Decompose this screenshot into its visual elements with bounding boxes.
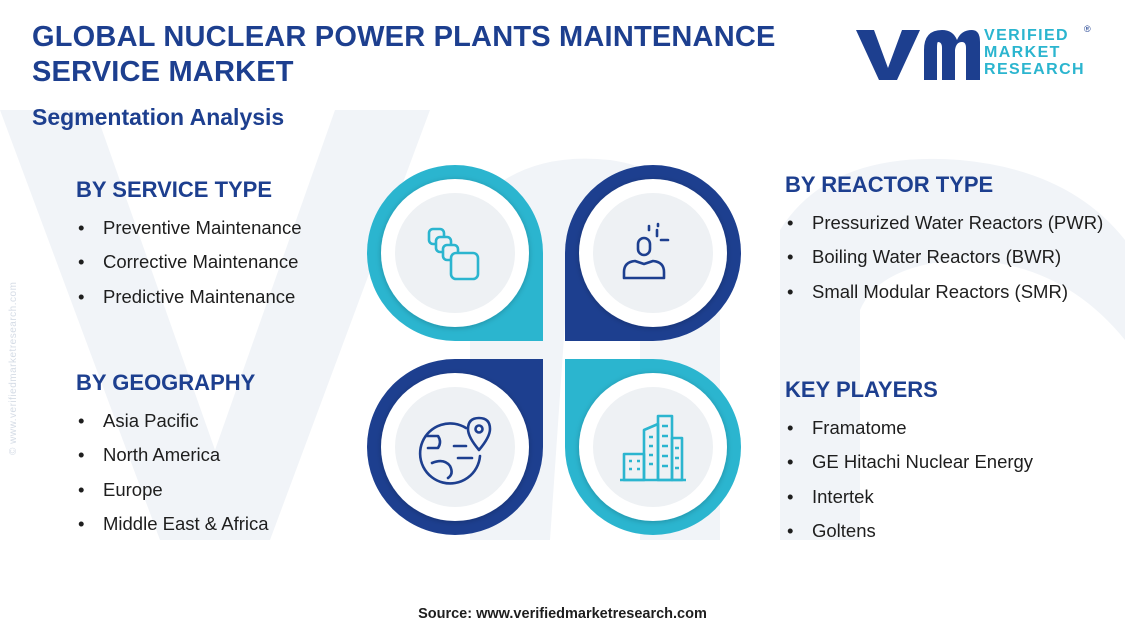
petal-reactor-type — [565, 165, 741, 341]
side-watermark-text: © www.verifiedmarketresearch.com — [8, 281, 19, 455]
page-title: GLOBAL NUCLEAR POWER PLANTS MAINTENANCE … — [32, 21, 776, 88]
list-item: Middle East & Africa — [76, 507, 269, 542]
list-item: Goltens — [785, 514, 1033, 549]
section-geography: BY GEOGRAPHY Asia Pacific North America … — [76, 370, 269, 541]
logo-line-verified: VERIFIED — [984, 27, 1069, 44]
list-item: GE Hitachi Nuclear Energy — [785, 445, 1033, 480]
section-service-type: BY SERVICE TYPE Preventive Maintenance C… — [76, 177, 301, 314]
list-item: North America — [76, 438, 269, 473]
source-footer: Source: www.verifiedmarketresearch.com — [418, 606, 707, 622]
heading-geography: BY GEOGRAPHY — [76, 370, 256, 395]
heading-service-type: BY SERVICE TYPE — [76, 177, 273, 202]
list-item: Preventive Maintenance — [76, 211, 301, 246]
list-item: Asia Pacific — [76, 404, 269, 439]
city-buildings-icon — [620, 414, 686, 482]
list-item: Corrective Maintenance — [76, 245, 301, 280]
petal-service-type — [367, 165, 543, 341]
logo-line-research: RESEARCH — [984, 61, 1085, 78]
vmr-logo-mark — [856, 30, 980, 80]
section-reactor-type: BY REACTOR TYPE Pressurized Water Reacto… — [785, 172, 1115, 309]
stacked-squares-icon — [427, 227, 480, 281]
page-subtitle: Segmentation Analysis — [32, 104, 285, 130]
registered-mark: ® — [1084, 24, 1091, 34]
list-item: Predictive Maintenance — [76, 280, 301, 315]
list-item: Small Modular Reactors (SMR) — [785, 275, 1115, 310]
list-item: Boiling Water Reactors (BWR) — [785, 240, 1115, 275]
segmentation-hub-graphic — [367, 165, 741, 535]
person-idea-icon — [622, 222, 670, 280]
globe-pin-icon — [418, 416, 492, 485]
vmr-logo-text: VERIFIED MARKET RESEARCH — [984, 27, 1085, 78]
section-key-players: KEY PLAYERS Framatome GE Hitachi Nuclear… — [785, 377, 1033, 548]
list-item: Pressurized Water Reactors (PWR) — [785, 206, 1115, 241]
logo-line-market: MARKET — [984, 44, 1061, 61]
heading-key-players: KEY PLAYERS — [785, 377, 938, 402]
list-item: Intertek — [785, 480, 1033, 515]
heading-reactor-type: BY REACTOR TYPE — [785, 172, 994, 197]
list-item: Europe — [76, 473, 269, 508]
petal-key-players — [565, 359, 741, 535]
petal-geography — [367, 359, 543, 535]
list-item: Framatome — [785, 411, 1033, 446]
